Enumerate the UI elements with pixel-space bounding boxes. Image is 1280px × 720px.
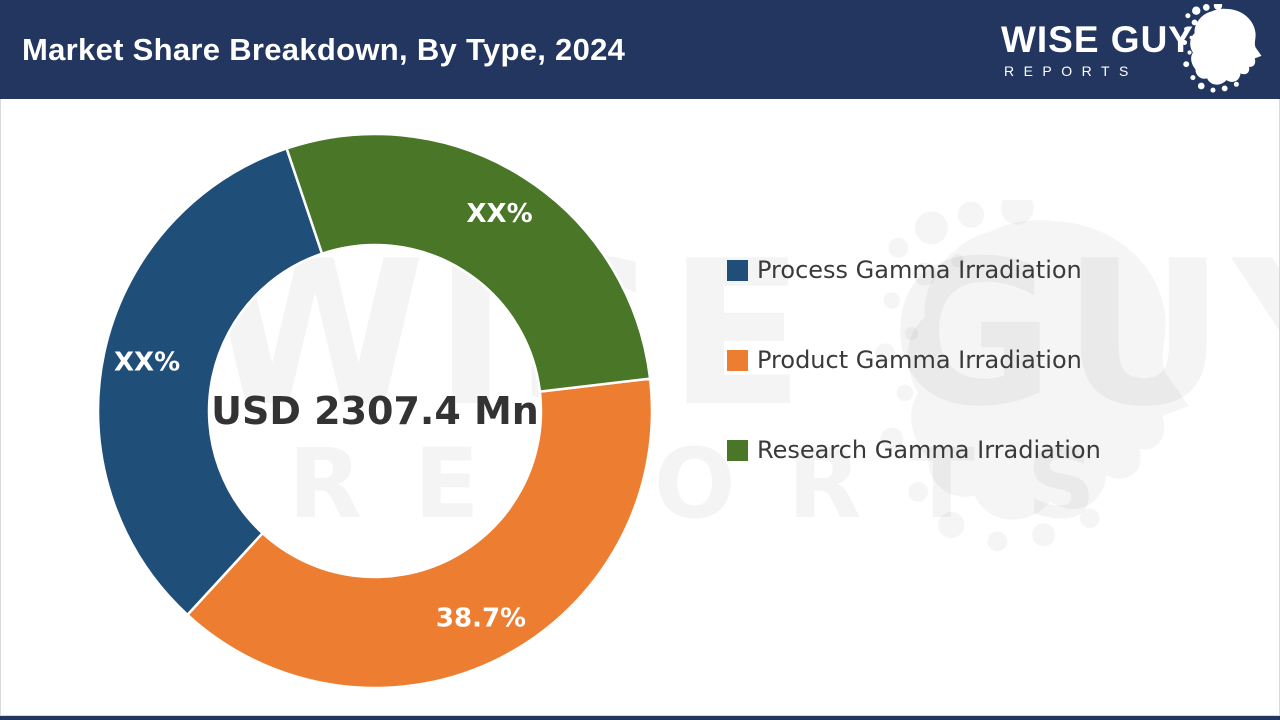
legend-label-research: Research Gamma Irradiation <box>757 436 1101 464</box>
page-title: Market Share Breakdown, By Type, 2024 <box>22 31 626 67</box>
center-value: USD 2307.4 Mn <box>211 389 539 433</box>
wiseguy-logo: WISE GUY REPORTS <box>1001 4 1266 96</box>
legend-swatch-research <box>727 439 748 461</box>
logo-subtitle: REPORTS <box>1003 62 1138 79</box>
legend-swatch-process <box>727 259 748 281</box>
header: Market Share Breakdown, By Type, 2024 WI… <box>0 0 1280 99</box>
donut-segment-product-gamma-irradiation <box>186 377 654 690</box>
footer-bar <box>0 716 1280 720</box>
logo-text: WISE GUY REPORTS <box>1001 21 1194 79</box>
slice-label: 38.7% <box>436 604 526 634</box>
legend-label-product: Product Gamma Irradiation <box>757 346 1082 374</box>
legend: Process Gamma Irradiation Product Gamma … <box>727 256 1101 526</box>
donut-segment-research-gamma-irradiation <box>285 132 652 393</box>
slice-label: XX% <box>467 199 533 229</box>
logo-face-icon <box>1180 4 1266 96</box>
slice-label: XX% <box>114 348 180 378</box>
legend-swatch-product <box>727 349 748 371</box>
legend-label-process: Process Gamma Irradiation <box>757 256 1082 284</box>
legend-item-process: Process Gamma Irradiation <box>727 256 1101 284</box>
logo-wordmark: WISE GUY <box>1000 18 1194 60</box>
legend-item-product: Product Gamma Irradiation <box>727 346 1101 374</box>
legend-item-research: Research Gamma Irradiation <box>727 436 1101 464</box>
donut-segment-process-gamma-irradiation <box>96 147 324 617</box>
